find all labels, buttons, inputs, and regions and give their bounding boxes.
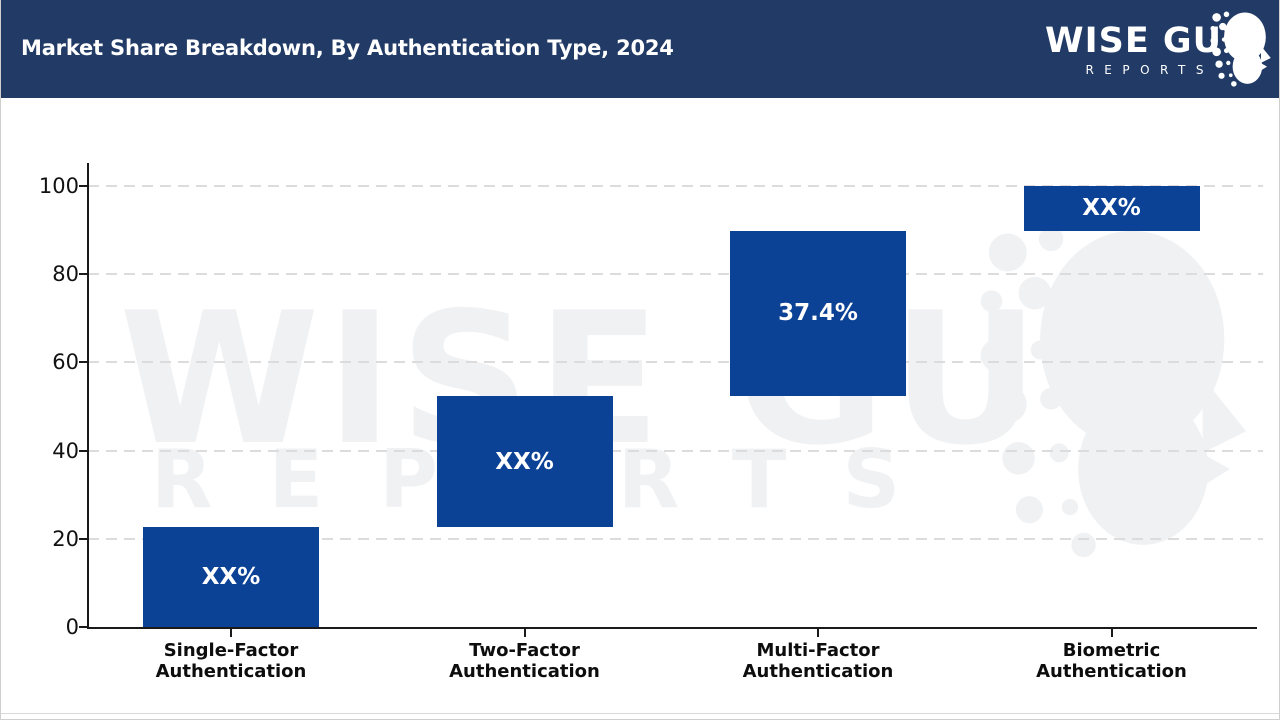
category-label: Two-Factor Authentication	[405, 640, 645, 682]
category-label-line: Authentication	[449, 661, 600, 682]
category-label: Multi-Factor Authentication	[698, 640, 938, 682]
gridline	[88, 185, 1263, 187]
bar-value-label: 37.4%	[778, 300, 858, 327]
category-label-line: Biometric	[1062, 640, 1161, 661]
x-axis-tick-mark	[1110, 629, 1113, 637]
y-axis-tick-label: 100	[38, 174, 79, 198]
category-label-line: Multi-Factor	[756, 640, 880, 661]
x-axis-tick-mark	[817, 629, 819, 637]
category-label-line: Single-Factor	[163, 640, 299, 661]
y-axis-tick-mark	[79, 449, 87, 452]
bar-value-label: XX%	[201, 564, 261, 591]
gridline	[88, 361, 1263, 364]
bar: 37.4%	[730, 230, 906, 396]
x-axis-tick-mark	[230, 629, 232, 637]
chart-area: WISE GUY REPORTS 020406080100XX%Single-F…	[1, 98, 1279, 719]
category-label-line: Authentication	[155, 661, 307, 682]
gridline	[88, 537, 1263, 540]
category-label-line: Authentication	[1036, 661, 1187, 682]
gridline	[88, 273, 1263, 276]
footer-divider	[1, 713, 1279, 714]
bar: XX%	[143, 527, 319, 627]
bar: XX%	[436, 395, 613, 528]
category-label: Biometric Authentication	[992, 640, 1232, 682]
category-label-line: Authentication	[742, 661, 894, 682]
category-label-line: Two-Factor	[469, 640, 580, 661]
x-axis-tick-mark	[523, 629, 526, 637]
bar-value-label: XX%	[1082, 195, 1141, 222]
gridline	[88, 449, 1263, 452]
y-axis-tick-label: 0	[65, 615, 79, 639]
y-axis-tick-mark	[79, 537, 87, 540]
y-axis-tick-label: 40	[52, 438, 79, 463]
x-axis-line	[87, 627, 1257, 629]
plot-surface: 0 20 40 60 80 100 XX% Single-Factor Authenticati…	[1, 98, 1279, 719]
dotted-head-profile-icon	[1209, 10, 1271, 90]
y-axis-tick-mark	[79, 185, 87, 187]
category-label: Single-Factor Authentication	[111, 640, 351, 682]
y-axis-tick-label: 20	[52, 526, 79, 551]
watermark-text-primary: WISE GUY	[119, 273, 1184, 485]
bar-value-label: XX%	[495, 448, 554, 475]
y-axis-tick-mark	[79, 626, 87, 628]
y-axis-tick-mark	[79, 273, 87, 276]
y-axis-tick-mark	[79, 361, 87, 364]
y-axis-line	[87, 163, 89, 629]
bar: XX%	[1023, 186, 1200, 231]
page-title: Market Share Breakdown, By Authenticatio…	[21, 36, 674, 60]
y-axis-tick-label: 60	[52, 350, 79, 375]
y-axis-tick-label: 80	[52, 262, 79, 287]
header-bar: Market Share Breakdown, By Authenticatio…	[1, 0, 1279, 98]
brand-logo: WISE GUY REPORTS	[1009, 6, 1267, 92]
brand-subtitle: REPORTS	[1085, 63, 1214, 77]
